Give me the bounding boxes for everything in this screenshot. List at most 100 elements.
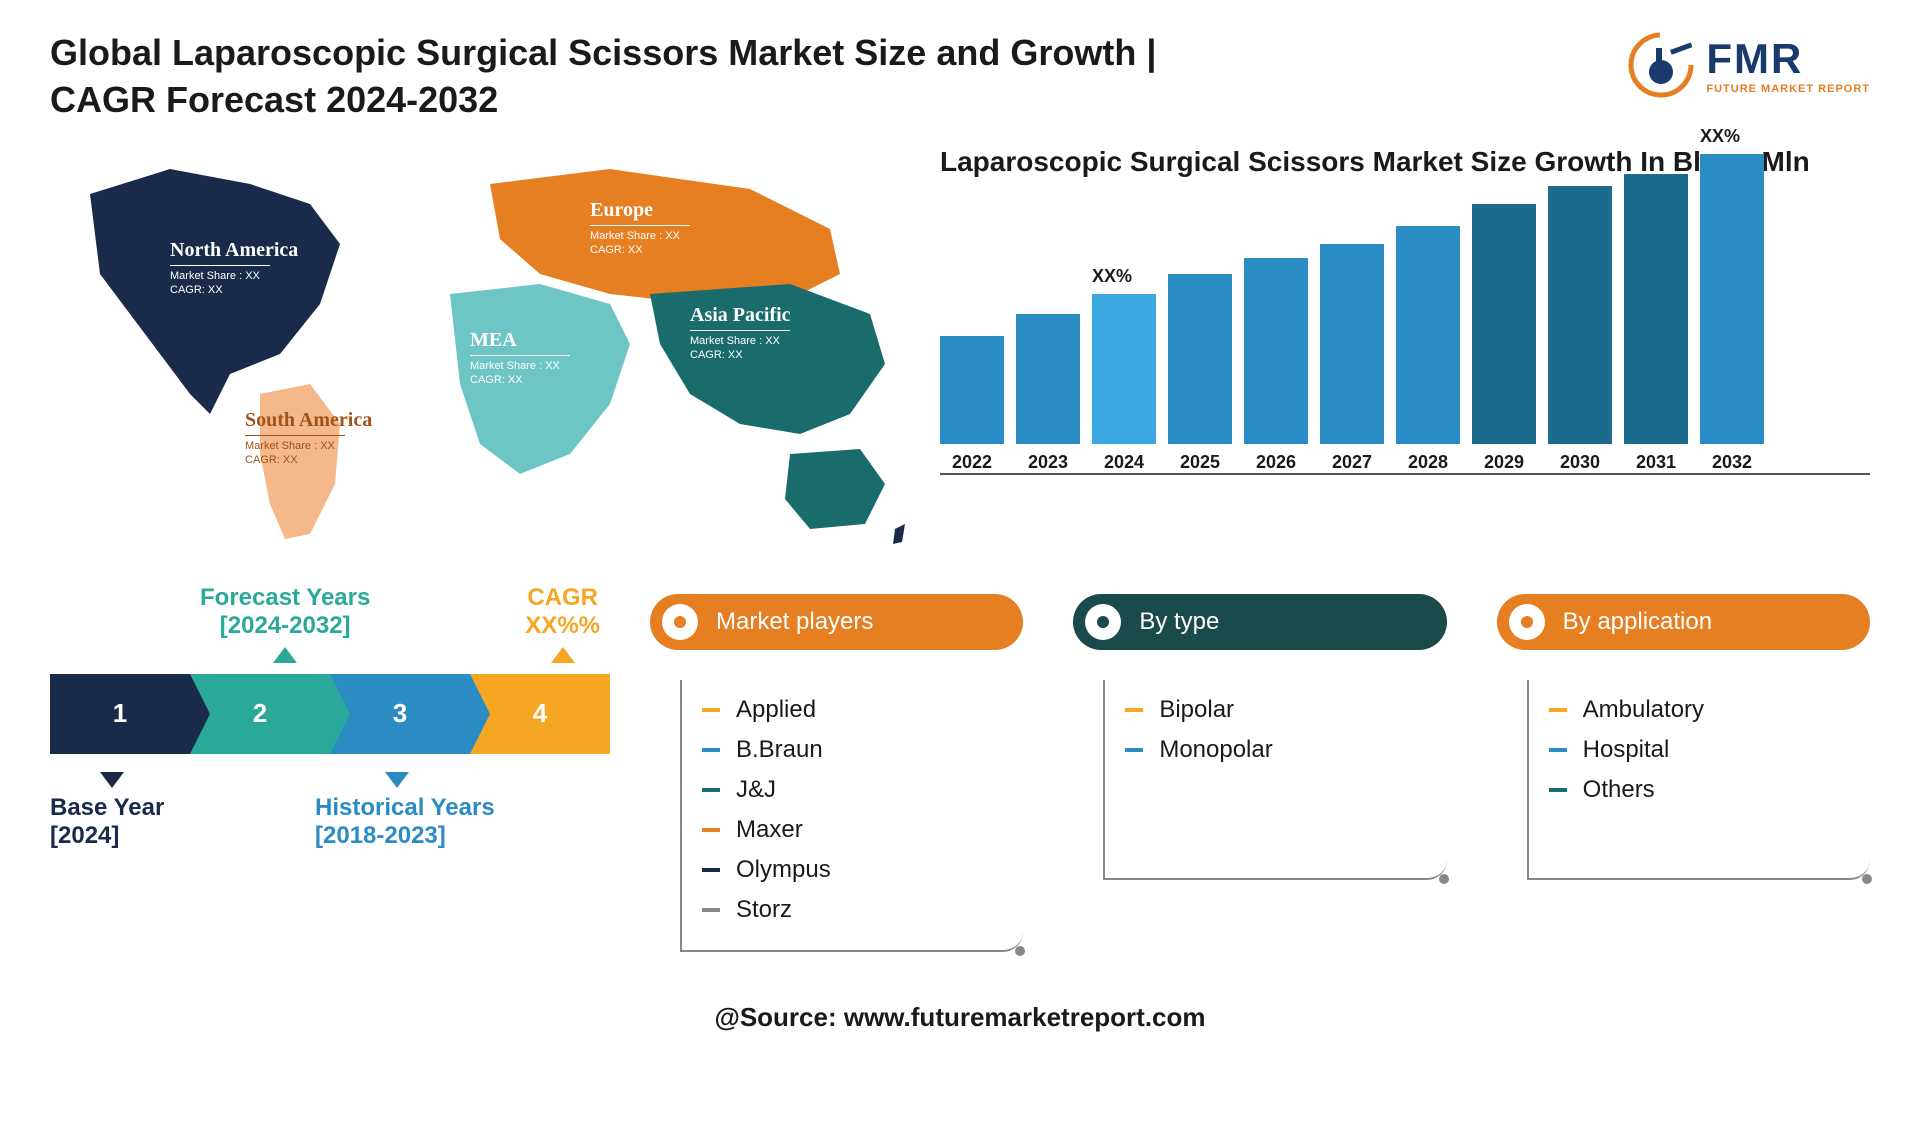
bar-year-label: 2031 bbox=[1636, 452, 1676, 473]
label-south-america: South America Market Share : XX CAGR: XX bbox=[245, 409, 372, 468]
bar-rect bbox=[1016, 314, 1080, 444]
timeline-cell-4: 4 bbox=[470, 674, 610, 754]
bar-year-label: 2028 bbox=[1408, 452, 1448, 473]
category-title: By type bbox=[1139, 608, 1219, 636]
list-item: Ambulatory bbox=[1529, 690, 1870, 730]
tick-icon bbox=[702, 828, 720, 832]
bar-2029: 2029 bbox=[1472, 204, 1536, 473]
category-title: Market players bbox=[716, 608, 873, 636]
label-asia-pacific: Asia Pacific Market Share : XX CAGR: XX bbox=[690, 304, 791, 363]
category-bullet-icon bbox=[662, 604, 698, 640]
source-line: @Source: www.futuremarketreport.com bbox=[50, 1002, 1870, 1033]
bar-year-label: 2026 bbox=[1256, 452, 1296, 473]
bar-year-label: 2023 bbox=[1028, 452, 1068, 473]
bar-2025: 2025 bbox=[1168, 274, 1232, 473]
list-item-label: Monopolar bbox=[1159, 736, 1272, 764]
category-title: By application bbox=[1563, 608, 1712, 636]
list-item: Maxer bbox=[682, 810, 1023, 850]
dot-icon bbox=[1097, 616, 1109, 628]
bar-chart: Laparoscopic Surgical Scissors Market Si… bbox=[940, 144, 1870, 544]
logo-text: FMR FUTURE MARKET REPORT bbox=[1706, 35, 1870, 95]
bar-rect bbox=[940, 336, 1004, 444]
bar-year-label: 2025 bbox=[1180, 452, 1220, 473]
bottom-section: Forecast Years [2024-2032] CAGR XX%% 123… bbox=[50, 594, 1870, 952]
label-forecast: Forecast Years [2024-2032] bbox=[200, 584, 370, 642]
label-base-year: Base Year [2024] bbox=[50, 794, 164, 852]
bar-year-label: 2024 bbox=[1104, 452, 1144, 473]
tick-icon bbox=[702, 788, 720, 792]
bar-year-label: 2029 bbox=[1484, 452, 1524, 473]
category-list: Applied B.Braun J&J Maxer Olympus Storz bbox=[680, 680, 1023, 952]
category-by-application: By application AmbulatoryHospitalOthers bbox=[1497, 594, 1870, 952]
bar-annotation: XX% bbox=[1092, 266, 1132, 287]
list-item: Monopolar bbox=[1105, 730, 1446, 770]
bar-rect bbox=[1396, 226, 1460, 444]
bar-rect bbox=[1472, 204, 1536, 444]
bar-year-label: 2022 bbox=[952, 452, 992, 473]
timeline-cell-3: 3 bbox=[330, 674, 470, 754]
region-australia bbox=[785, 449, 885, 529]
tick-icon bbox=[702, 748, 720, 752]
header: Global Laparoscopic Surgical Scissors Ma… bbox=[50, 30, 1870, 124]
categories: Market players Applied B.Braun J&J Maxer Olym… bbox=[650, 594, 1870, 952]
list-item-label: Ambulatory bbox=[1583, 696, 1704, 724]
tick-icon bbox=[702, 708, 720, 712]
bar-rect bbox=[1168, 274, 1232, 444]
bar-rect: XX% bbox=[1700, 154, 1764, 444]
bar-rect bbox=[1244, 258, 1308, 444]
logo: FMR FUTURE MARKET REPORT bbox=[1626, 30, 1870, 100]
category-header: Market players bbox=[650, 594, 1023, 650]
list-item: B.Braun bbox=[682, 730, 1023, 770]
list-item-label: J&J bbox=[736, 776, 776, 804]
chart-bars: 20222023XX%20242025202620272028202920302… bbox=[940, 195, 1870, 475]
bar-2024: XX%2024 bbox=[1092, 294, 1156, 473]
category-bullet-icon bbox=[1509, 604, 1545, 640]
tick-icon bbox=[1125, 748, 1143, 752]
tick-icon bbox=[702, 868, 720, 872]
list-item-label: Others bbox=[1583, 776, 1655, 804]
category-list: AmbulatoryHospitalOthers bbox=[1527, 680, 1870, 880]
top-section: North America Market Share : XX CAGR: XX… bbox=[50, 144, 1870, 544]
bar-year-label: 2032 bbox=[1712, 452, 1752, 473]
label-north-america: North America Market Share : XX CAGR: XX bbox=[170, 239, 298, 298]
category-header: By application bbox=[1497, 594, 1870, 650]
logo-icon bbox=[1626, 30, 1696, 100]
list-item: Applied bbox=[682, 690, 1023, 730]
tick-icon bbox=[1549, 788, 1567, 792]
bar-2030: 2030 bbox=[1548, 186, 1612, 473]
timeline: Forecast Years [2024-2032] CAGR XX%% 123… bbox=[50, 594, 610, 754]
tick-icon bbox=[1549, 748, 1567, 752]
tick-icon bbox=[1125, 708, 1143, 712]
list-item: Bipolar bbox=[1105, 690, 1446, 730]
logo-main: FMR bbox=[1706, 35, 1870, 83]
region-nz bbox=[893, 524, 905, 544]
timeline-row: 1234 bbox=[50, 674, 610, 754]
label-cagr: CAGR XX%% bbox=[525, 584, 600, 642]
bar-year-label: 2030 bbox=[1560, 452, 1600, 473]
dot-icon bbox=[674, 616, 686, 628]
page-title: Global Laparoscopic Surgical Scissors Ma… bbox=[50, 30, 1250, 124]
list-item-label: Applied bbox=[736, 696, 816, 724]
bar-2023: 2023 bbox=[1016, 314, 1080, 473]
list-item-label: Olympus bbox=[736, 856, 831, 884]
label-europe: Europe Market Share : XX CAGR: XX bbox=[590, 199, 690, 258]
category-header: By type bbox=[1073, 594, 1446, 650]
logo-sub: FUTURE MARKET REPORT bbox=[1706, 83, 1870, 95]
bar-year-label: 2027 bbox=[1332, 452, 1372, 473]
list-item: J&J bbox=[682, 770, 1023, 810]
bar-rect bbox=[1624, 174, 1688, 444]
timeline-cell-2: 2 bbox=[190, 674, 330, 754]
label-mea: MEA Market Share : XX CAGR: XX bbox=[470, 329, 570, 388]
tick-icon bbox=[1549, 708, 1567, 712]
bar-2028: 2028 bbox=[1396, 226, 1460, 473]
list-item-label: Bipolar bbox=[1159, 696, 1234, 724]
bar-2032: XX% 2032 bbox=[1700, 154, 1764, 473]
bar-rect bbox=[1548, 186, 1612, 444]
label-historical: Historical Years [2018-2023] bbox=[315, 794, 495, 852]
category-bullet-icon bbox=[1085, 604, 1121, 640]
dot-icon bbox=[1521, 616, 1533, 628]
category-list: Bipolar Monopolar bbox=[1103, 680, 1446, 880]
bar-rect bbox=[1320, 244, 1384, 444]
list-item: Olympus bbox=[682, 850, 1023, 890]
list-item-label: Storz bbox=[736, 896, 792, 924]
